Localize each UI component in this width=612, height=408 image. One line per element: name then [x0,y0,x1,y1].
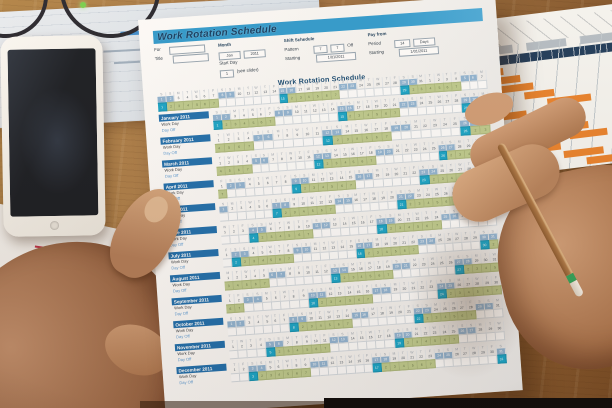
pattern-on-field: 7 [313,44,328,54]
month-label: Month [217,41,232,48]
title-label: Title [154,55,164,61]
pattern-cell [478,79,488,90]
period-label: Period [367,40,381,46]
pattern-cell: 2 [470,125,481,136]
form-pay-fields: Pay from Period 14 Days Starting 1/01/20… [367,28,440,67]
form-month-fields: Month Jan 2011 Start Day 1 (see slider) [218,40,277,78]
pay-starting-field: 1/01/2011 [398,45,440,57]
pattern-cell: 4 [214,143,226,153]
pattern-cell: 5 [224,142,236,153]
starting-label: Starting [285,54,301,61]
desk-edge-shadow [140,401,330,408]
pattern-cell [421,128,432,139]
pattern-cell: 6 [234,141,245,152]
smartphone [0,35,106,237]
for-label: For [153,46,161,52]
title-field [172,52,209,64]
pattern-off-field: 7 [330,43,345,53]
underpaper-text-line [103,48,144,53]
pattern-cell [293,137,304,148]
pattern-cell [440,127,452,138]
pattern-cell [450,126,462,137]
green-indicator-dot [80,2,86,8]
payday-cell: 26 [460,126,472,136]
pattern-cell: 2 [332,135,344,145]
year-field: 2011 [243,48,266,59]
pattern-cell [254,140,265,151]
pattern-cell [263,139,275,150]
dark-edge-strip [324,398,612,408]
start-day-label: Start Day [218,59,238,66]
form-identity-fields: For Title [153,43,210,82]
pattern-cell [313,136,324,147]
pattern-cell [431,128,442,138]
underpaper-text-line [113,60,141,65]
smartphone-screen [7,48,99,217]
pattern-label: Pattern [284,45,300,52]
pay-section-label: Pay from [367,30,387,37]
start-day-note: (see slider) [236,66,259,74]
pattern-cell [401,130,413,140]
shift-schedule-label: Shift Schedule [284,35,315,43]
pattern-cell: 6 [372,132,383,142]
starting-field: 1/01/2011 [315,51,357,63]
pay-starting-label: Starting [368,48,384,55]
pattern-cell: 5 [362,132,373,143]
smartphone-home-button [49,220,60,231]
pattern-cell: 7 [244,141,255,151]
pattern-cell [391,130,403,141]
period-unit-field: Days [412,36,436,47]
payday-cell: 12 [322,135,334,146]
pattern-cell: 3 [342,134,354,144]
pattern-cell: 4 [352,133,363,144]
pattern-cell [283,138,295,149]
pattern-cell [303,137,314,147]
off-label: Off [347,42,354,48]
form-shift-fields: Shift Schedule Pattern 7 7 Off Starting … [284,34,360,73]
period-field: 14 [393,38,411,48]
pattern-cell [411,129,422,140]
month-field: Jan [218,50,241,60]
start-day-field: 1 [219,68,235,78]
pattern-cell [273,139,285,149]
left-thumb-nail [139,192,173,227]
pattern-cell: 7 [381,131,393,142]
